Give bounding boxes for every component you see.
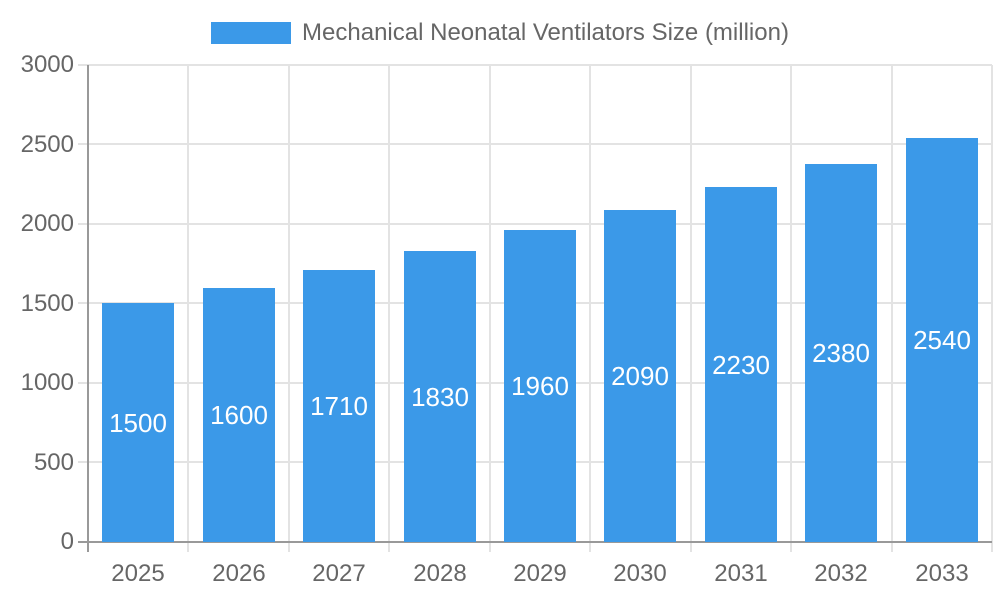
legend-label: Mechanical Neonatal Ventilators Size (mi… (302, 19, 789, 46)
x-gridline (790, 65, 792, 552)
chart-plot-area: 1500 1600 1710 1830 1960 2090 2230 2380 2540 (78, 64, 993, 552)
y-gridline (78, 223, 992, 225)
bar[interactable]: 2230 (705, 187, 777, 542)
y-tick-label: 1000 (20, 369, 74, 396)
y-tick-label: 0 (60, 528, 74, 555)
x-tick-label: 2030 (613, 560, 667, 587)
bar-value-label: 2540 (913, 325, 971, 355)
x-tick-label: 2031 (714, 560, 768, 587)
bar[interactable]: 2380 (805, 164, 877, 542)
bar-value-label: 1600 (210, 400, 268, 430)
x-tick-label: 2025 (111, 560, 165, 587)
y-tick-label: 500 (33, 449, 74, 476)
y-tick-label: 1500 (20, 290, 74, 317)
y-gridline (78, 64, 992, 66)
x-tick-label: 2026 (212, 560, 266, 587)
x-gridline (388, 65, 390, 552)
x-tick-label: 2033 (915, 560, 969, 587)
bar-value-label: 2380 (812, 338, 870, 368)
x-axis-line (78, 541, 992, 543)
x-tick-label: 2032 (814, 560, 868, 587)
x-gridline (991, 65, 993, 552)
bar-value-label: 1830 (411, 381, 469, 412)
x-gridline (589, 65, 591, 552)
y-axis-line (87, 65, 89, 552)
chart-legend: Mechanical Neonatal Ventilators Size (mi… (0, 20, 1000, 46)
y-tick-label: 2500 (20, 131, 74, 158)
x-gridline (690, 65, 692, 552)
x-gridline (891, 65, 893, 552)
x-gridline (489, 65, 491, 552)
bar[interactable]: 1600 (203, 288, 275, 542)
bar-value-label: 1960 (511, 371, 569, 401)
x-gridline (187, 65, 189, 552)
x-gridline (288, 65, 290, 552)
bar[interactable]: 1960 (504, 230, 576, 542)
bar[interactable]: 2540 (906, 138, 978, 542)
legend-item[interactable]: Mechanical Neonatal Ventilators Size (mi… (211, 20, 789, 46)
bar[interactable]: 1710 (303, 270, 375, 542)
x-tick-label: 2027 (312, 560, 366, 587)
y-gridline (78, 143, 992, 145)
y-tick-label: 3000 (20, 51, 74, 78)
bar[interactable]: 1500 (102, 303, 174, 542)
bar-value-label: 2230 (712, 349, 770, 380)
bar[interactable]: 2090 (604, 210, 676, 542)
bar-value-label: 1500 (109, 407, 167, 438)
x-tick-label: 2029 (513, 560, 567, 587)
y-tick-label: 2000 (20, 210, 74, 237)
bar[interactable]: 1830 (404, 251, 476, 542)
x-tick-label: 2028 (413, 560, 467, 587)
legend-swatch (211, 22, 292, 44)
bar-value-label: 2090 (611, 361, 669, 391)
bar-value-label: 1710 (310, 391, 368, 421)
